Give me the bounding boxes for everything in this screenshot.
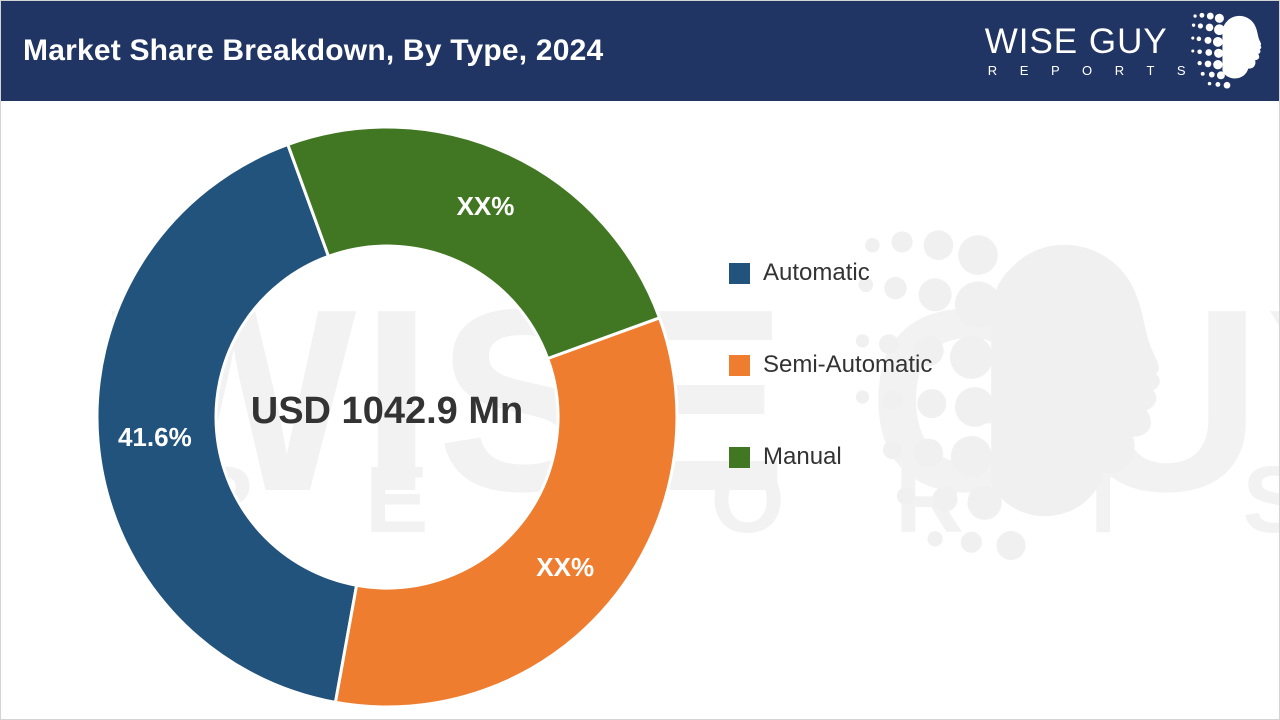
- slice-value-label-semi-automatic: XX%: [536, 552, 594, 582]
- header-bar: Market Share Breakdown, By Type, 2024 WI…: [1, 1, 1279, 101]
- logo-text: WISE GUY R E P O R T S: [985, 24, 1195, 78]
- chart-area: WISE GUY R E P O R T S USD 1042.9 Mn 41.…: [1, 101, 1279, 719]
- legend-label-manual: Manual: [763, 443, 842, 470]
- logo-head-icon: [1191, 12, 1262, 89]
- legend-item-automatic: Automatic: [729, 259, 932, 287]
- legend-label-semi-automatic: Semi-Automatic: [763, 351, 933, 378]
- legend-swatch-automatic: [729, 262, 750, 284]
- legend-label-automatic: Automatic: [763, 259, 870, 286]
- legend-swatch-semi-automatic: [729, 354, 750, 376]
- page-title: Market Share Breakdown, By Type, 2024: [23, 34, 604, 67]
- slice-value-label-manual: XX%: [457, 191, 515, 221]
- pie-slice-manual: [286, 125, 662, 361]
- chart-legend: Automatic Semi-Automatic Manual: [729, 259, 932, 471]
- donut-chart: USD 1042.9 Mn 41.6% XX% XX%: [95, 125, 679, 709]
- pie-slice-semi-automatic: [333, 316, 679, 709]
- logo-wordmark: WISE GUY: [984, 22, 1168, 61]
- legend-item-semi-automatic: Semi-Automatic: [729, 351, 932, 379]
- chart-center-value: USD 1042.9 Mn: [251, 390, 523, 432]
- slice-value-label-automatic: 41.6%: [118, 422, 192, 452]
- legend-swatch-manual: [729, 446, 750, 468]
- wiseguy-logo: WISE GUY R E P O R T S: [985, 9, 1265, 93]
- logo-subtitle: R E P O R T S: [987, 63, 1195, 78]
- legend-item-manual: Manual: [729, 443, 932, 471]
- pie-slice-automatic: [95, 142, 359, 704]
